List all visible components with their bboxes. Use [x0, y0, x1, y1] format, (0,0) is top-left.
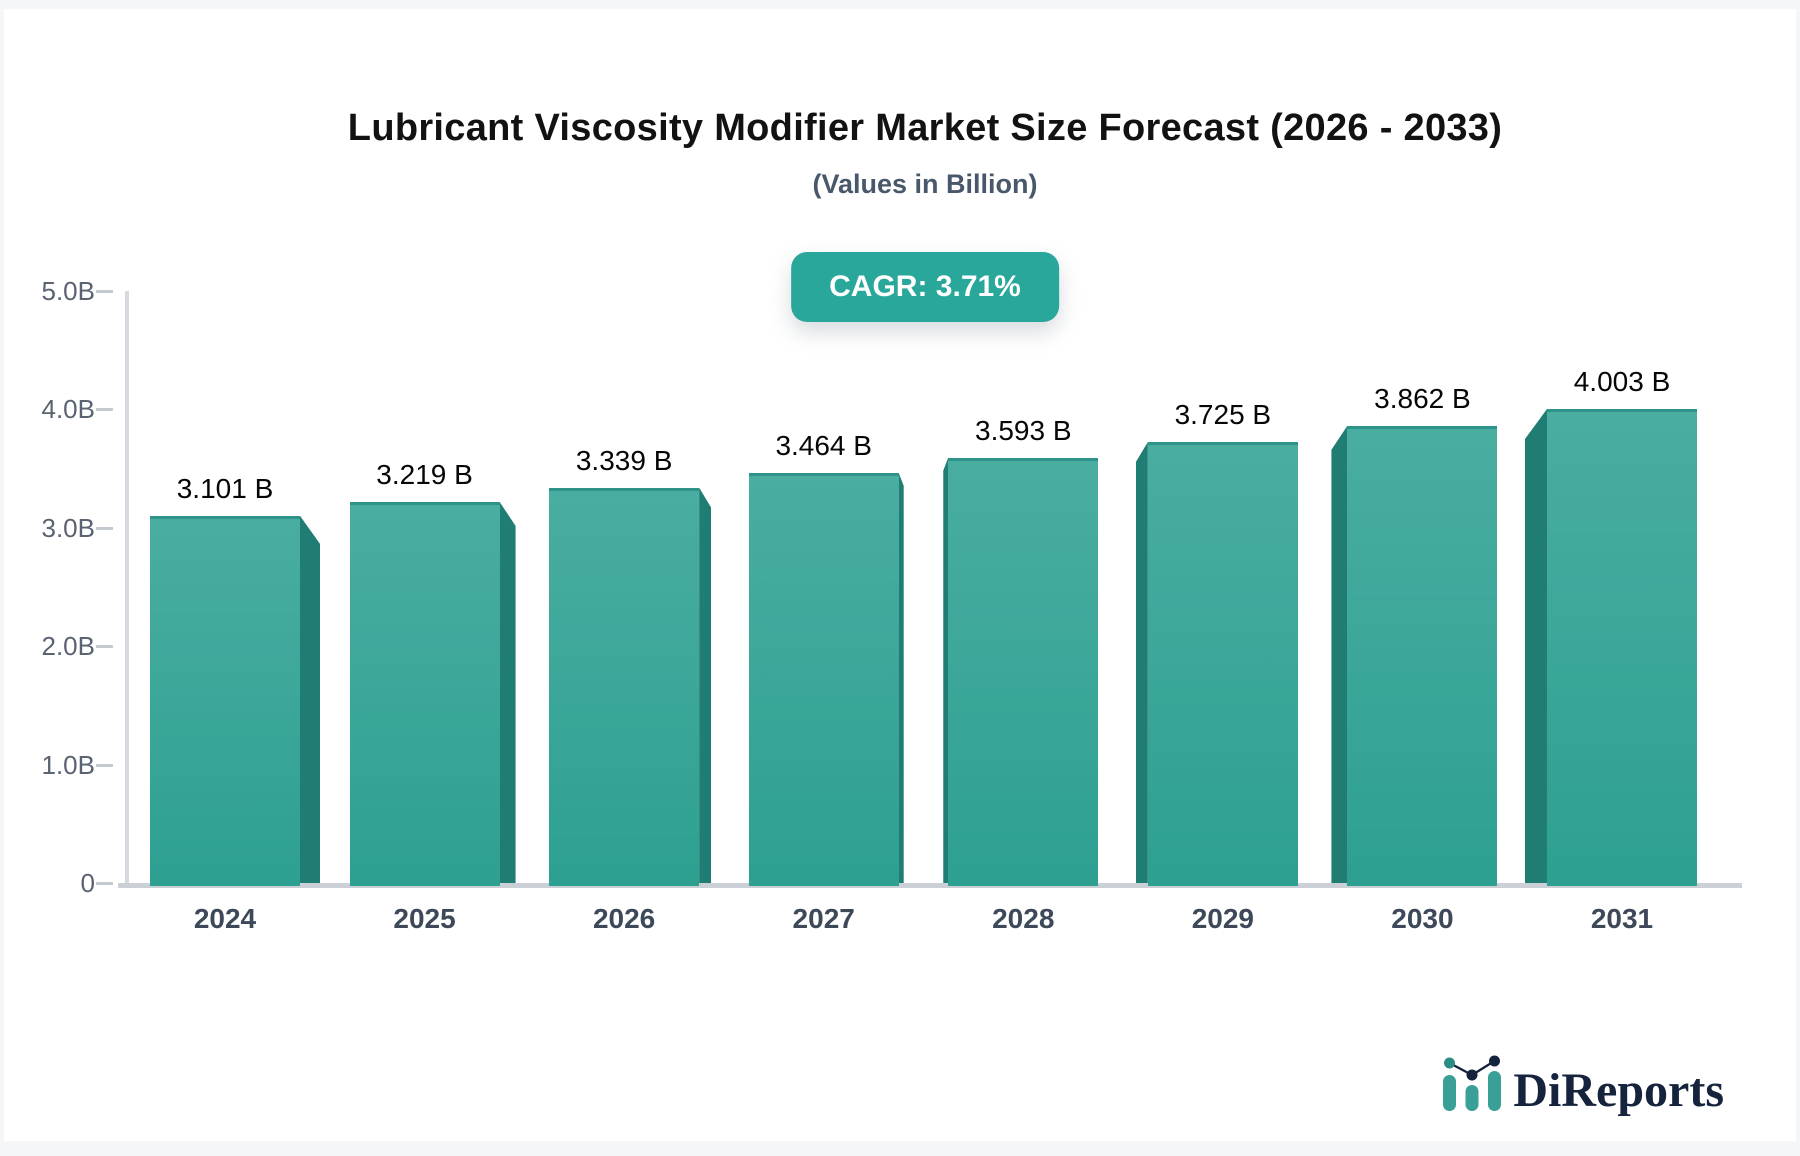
bar — [948, 457, 1099, 886]
y-axis-label: 1.0B — [41, 749, 96, 780]
bar-value-label: 3.862 B — [1374, 382, 1471, 414]
y-axis-label: 4.0B — [41, 394, 96, 425]
y-axis-tick — [96, 408, 113, 412]
bar-value-label: 3.101 B — [176, 472, 274, 504]
chart-card: Lubricant Viscosity Modifier Market Size… — [4, 9, 1796, 1141]
bar-value-label: 3.339 B — [575, 444, 673, 476]
y-axis-tick — [96, 882, 113, 885]
y-axis-tick — [96, 526, 113, 530]
y-axis-label: 3.0B — [41, 512, 96, 543]
bar — [349, 501, 500, 886]
bar-side-face — [1524, 409, 1547, 883]
mini-bar-chart-logo-icon — [1443, 1055, 1502, 1111]
cagr-badge: CAGR: 3.71% — [791, 252, 1059, 322]
x-axis-line — [118, 883, 1742, 888]
bar-side-face — [1135, 441, 1148, 883]
chart-title: Lubricant Viscosity Modifier Market Size… — [347, 107, 1503, 149]
bar-value-label: 3.725 B — [1174, 398, 1272, 430]
x-axis-label: 2030 — [1391, 903, 1454, 934]
bar-value-label: 4.003 B — [1573, 366, 1671, 398]
chart-subtitle: (Values in Billion) — [812, 169, 1038, 199]
y-axis-label: 0 — [80, 868, 95, 898]
direports-logo: DiReports — [1441, 1053, 1724, 1115]
bar — [150, 515, 300, 886]
bar-side-face — [898, 472, 904, 883]
bar-value-label: 3.219 B — [376, 458, 473, 490]
bar — [549, 487, 700, 886]
x-axis-label: 2025 — [393, 903, 456, 934]
y-axis-label: 5.0B — [41, 276, 96, 306]
bar — [748, 472, 899, 886]
y-axis-tick — [96, 763, 113, 767]
bar-value-label: 3.593 B — [975, 414, 1072, 446]
x-axis-label: 2026 — [592, 903, 656, 934]
bar-side-face — [943, 457, 949, 883]
y-axis-tick — [96, 290, 113, 293]
x-axis-label: 2028 — [992, 903, 1055, 934]
x-axis-label: 2027 — [792, 903, 855, 934]
bar-value-label: 3.464 B — [775, 429, 872, 461]
bar-side-face — [499, 501, 516, 883]
logo-text: DiReports — [1513, 1064, 1724, 1117]
bar-side-face — [300, 515, 320, 883]
x-axis-label: 2024 — [193, 903, 257, 934]
bar-side-face — [699, 487, 712, 883]
bar — [1347, 425, 1498, 886]
bar-side-face — [1331, 425, 1348, 883]
bar-chart-plot-area: 0 1.0B 2.0B 3.0B 4.0B 5.0B 3.101 B 2024 3.219 B 2… — [4, 9, 1796, 1141]
x-axis-label: 2031 — [1590, 903, 1654, 934]
y-axis-label: 2.0B — [41, 631, 96, 662]
y-axis-line — [125, 291, 129, 883]
bar — [1147, 441, 1298, 886]
x-axis-label: 2029 — [1191, 903, 1254, 934]
y-axis-tick — [96, 645, 113, 649]
bar — [1546, 409, 1697, 886]
